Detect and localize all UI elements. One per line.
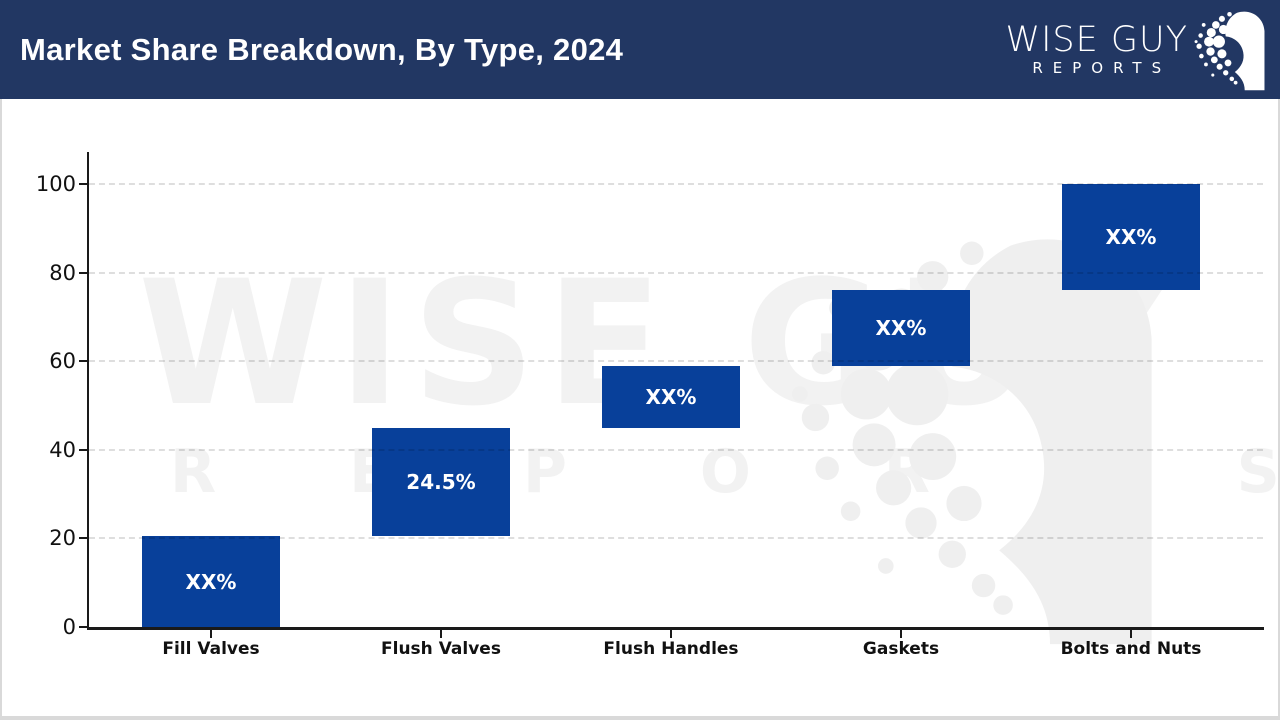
wise-guy-logo: WISE GUY REPORTS [1005, 7, 1266, 93]
x-tick-mark-2 [670, 630, 672, 638]
y-tick-mark-40 [79, 448, 87, 451]
y-tick-mark-20 [79, 537, 87, 540]
gridline-40 [89, 448, 1263, 451]
bar-gaskets: XX% [832, 290, 970, 366]
logo-subtitle: REPORTS [1032, 59, 1172, 78]
y-tick-label-40: 40 [49, 437, 76, 462]
y-tick-mark-60 [79, 360, 87, 363]
y-tick-mark-100 [79, 183, 87, 185]
logo-text: WISE GUY REPORTS [1005, 19, 1188, 78]
y-axis-line [87, 152, 89, 629]
y-tick-label-60: 60 [49, 349, 76, 374]
y-tick-mark-80 [79, 271, 87, 274]
x-axis-line [87, 627, 1264, 630]
dotted-head-icon [1194, 11, 1265, 90]
bar-value-label: XX% [1105, 225, 1157, 250]
x-tick-mark-3 [900, 630, 902, 638]
category-label-0: Fill Valves [162, 639, 260, 659]
x-tick-mark-4 [1130, 630, 1132, 638]
gridline-60 [89, 360, 1263, 363]
y-tick-label-80: 80 [49, 260, 76, 285]
page-title: Market Share Breakdown, By Type, 2024 [20, 31, 624, 67]
y-tick-label-0: 0 [62, 615, 76, 639]
gridline-80 [89, 271, 1263, 274]
x-tick-mark-0 [210, 630, 212, 638]
gridline-100 [89, 183, 1263, 185]
y-tick-mark-0 [79, 626, 87, 628]
category-label-3: Gaskets [862, 639, 940, 659]
logo-wordmark: WISE GUY [1005, 19, 1188, 60]
y-tick-label-20: 20 [49, 526, 76, 551]
y-tick-label-100: 100 [35, 172, 76, 196]
bar-bolts-and-nuts: XX% [1062, 184, 1200, 291]
bar-flush-handles: XX% [602, 365, 740, 428]
header: Market Share Breakdown, By Type, 2024 WI… [0, 0, 1280, 99]
category-label-2: Flush Handles [603, 639, 739, 659]
gridline-20 [89, 537, 1263, 540]
bar-value-label: XX% [645, 384, 697, 409]
bar-value-label: 24.5% [406, 469, 476, 494]
bar-value-label: XX% [185, 569, 237, 594]
bar-value-label: XX% [875, 315, 927, 340]
category-label-4: Bolts and Nuts [1060, 639, 1202, 659]
x-tick-mark-1 [440, 630, 442, 638]
bar-fill-valves: XX% [142, 536, 280, 627]
category-label-1: Flush Valves [381, 639, 501, 659]
bar-flush-valves: 24.5% [372, 427, 510, 537]
